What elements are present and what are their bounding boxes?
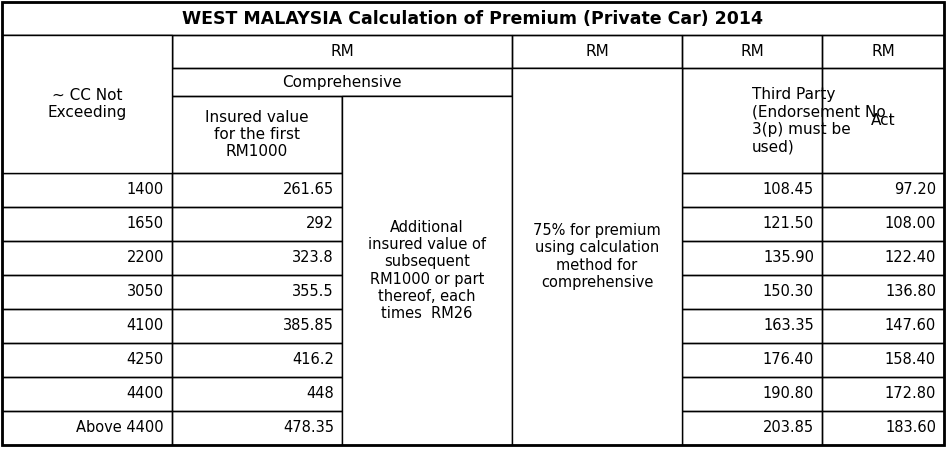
Text: 190.80: 190.80 [762, 386, 814, 401]
Text: RM: RM [740, 44, 763, 59]
Bar [822, 411, 944, 445]
Bar [342, 96, 512, 445]
Text: Above 4400: Above 4400 [77, 420, 164, 435]
Bar [2, 275, 172, 309]
Text: WEST MALAYSIA Calculation of Premium (Private Car) 2014: WEST MALAYSIA Calculation of Premium (Pr… [183, 10, 763, 27]
Text: 163.35: 163.35 [763, 318, 814, 334]
Text: 1650: 1650 [127, 217, 164, 232]
Bar [822, 35, 944, 68]
Text: Engine's Capacity: Engine's Capacity [19, 44, 155, 59]
Text: 416.2: 416.2 [292, 353, 334, 368]
Bar [172, 173, 342, 207]
Bar [172, 275, 342, 309]
Text: 136.80: 136.80 [885, 284, 936, 299]
Bar [172, 343, 342, 377]
Text: 4250: 4250 [127, 353, 164, 368]
Text: 323.8: 323.8 [292, 251, 334, 266]
Text: 203.85: 203.85 [762, 420, 814, 435]
Bar [2, 35, 172, 173]
Text: 147.60: 147.60 [885, 318, 936, 334]
Text: 385.85: 385.85 [283, 318, 334, 334]
Bar [682, 411, 822, 445]
Bar [822, 241, 944, 275]
Text: 4400: 4400 [127, 386, 164, 401]
Text: 135.90: 135.90 [763, 251, 814, 266]
Bar [2, 241, 172, 275]
Text: 75% for premium
using calculation
method for
comprehensive: 75% for premium using calculation method… [534, 223, 661, 290]
Bar [822, 377, 944, 411]
Bar [172, 68, 512, 96]
Bar [682, 35, 822, 68]
Text: 355.5: 355.5 [292, 284, 334, 299]
Bar [172, 35, 512, 68]
Text: Comprehensive: Comprehensive [282, 75, 402, 90]
Bar [682, 377, 822, 411]
Text: RM: RM [586, 44, 609, 59]
Bar [2, 377, 172, 411]
Text: 108.45: 108.45 [762, 182, 814, 197]
Bar [682, 343, 822, 377]
Text: ~ CC Not
Exceeding: ~ CC Not Exceeding [47, 88, 127, 120]
Bar [2, 173, 172, 207]
Bar [172, 207, 342, 241]
Bar [172, 377, 342, 411]
Bar [2, 411, 172, 445]
Text: Third Party Fire &
Theft: Third Party Fire & Theft [531, 104, 663, 136]
Bar [512, 35, 682, 68]
Text: Insured value
for the first
RM1000: Insured value for the first RM1000 [205, 110, 308, 159]
Bar [2, 2, 944, 35]
Bar [682, 207, 822, 241]
Bar [2, 309, 172, 343]
Text: 1400: 1400 [127, 182, 164, 197]
Bar [172, 309, 342, 343]
Bar [822, 207, 944, 241]
Bar [342, 96, 512, 173]
Bar [172, 241, 342, 275]
Text: 3050: 3050 [127, 284, 164, 299]
Bar [682, 173, 822, 207]
Text: 150.30: 150.30 [762, 284, 814, 299]
Bar [2, 207, 172, 241]
Text: 108.00: 108.00 [885, 217, 936, 232]
Text: 478.35: 478.35 [283, 420, 334, 435]
Bar [2, 35, 172, 68]
Text: 4100: 4100 [127, 318, 164, 334]
Bar [822, 343, 944, 377]
Text: RM: RM [330, 44, 354, 59]
Bar [822, 309, 944, 343]
Bar [822, 68, 944, 173]
Bar [512, 68, 682, 445]
Text: 121.50: 121.50 [762, 217, 814, 232]
Text: Act: Act [870, 113, 895, 128]
Text: 448: 448 [307, 386, 334, 401]
Bar [512, 68, 682, 173]
Text: Additional
insured value of
subsequent
RM1000 or part
thereof, each
times  RM26: Additional insured value of subsequent R… [368, 219, 486, 322]
Text: RM: RM [871, 44, 895, 59]
Bar [682, 241, 822, 275]
Bar [2, 343, 172, 377]
Text: Third Party
(Endorsement No
3(p) must be
used): Third Party (Endorsement No 3(p) must be… [752, 87, 885, 154]
Text: 292: 292 [306, 217, 334, 232]
Text: 172.80: 172.80 [885, 386, 936, 401]
Text: 261.65: 261.65 [283, 182, 334, 197]
Bar [682, 275, 822, 309]
Text: 97.20: 97.20 [894, 182, 936, 197]
Text: 2200: 2200 [127, 251, 164, 266]
Bar [822, 173, 944, 207]
Text: 176.40: 176.40 [762, 353, 814, 368]
Text: 158.40: 158.40 [885, 353, 936, 368]
Bar [822, 275, 944, 309]
Bar [682, 309, 822, 343]
Bar [172, 411, 342, 445]
Bar [172, 96, 342, 173]
Text: 183.60: 183.60 [885, 420, 936, 435]
Text: 122.40: 122.40 [885, 251, 936, 266]
Bar [682, 68, 822, 173]
